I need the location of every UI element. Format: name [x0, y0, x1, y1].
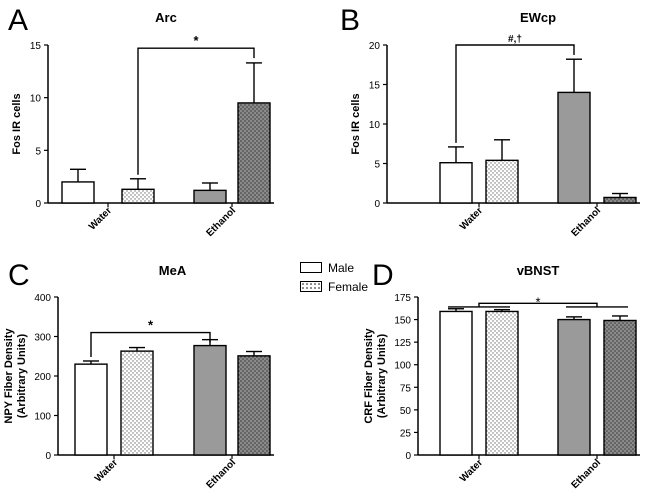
y-tick-label: 200 [34, 372, 51, 383]
legend-label-female: Female [328, 279, 369, 294]
y-tick-label: 300 [34, 333, 51, 344]
y-tick-label: 5 [35, 146, 41, 157]
bar-female-water [120, 350, 154, 456]
bar-male-water [74, 363, 108, 456]
legend-swatch-female [300, 281, 322, 292]
y-tick-label: 175 [394, 293, 411, 304]
significance-bracket [478, 302, 598, 307]
significance-marker: * [535, 294, 540, 309]
bar-female-ethanol [603, 196, 637, 204]
chart-title: EWcp [520, 10, 556, 25]
panel-letter: C [8, 259, 30, 292]
y-axis-label: Fos IR cells [350, 93, 362, 154]
y-tick-label: 0 [374, 199, 380, 210]
x-tick-label: Ethanol [204, 457, 238, 491]
y-tick-label: 10 [30, 94, 42, 105]
x-tick-label: Water [458, 457, 485, 484]
x-tick-label: Water [458, 205, 485, 232]
y-tick-label: 0 [405, 451, 411, 462]
bar-female-water [121, 188, 155, 204]
y-axis-label: Fos IR cells [11, 93, 23, 154]
y-tick-label: 5 [374, 160, 380, 171]
significance-bracket [455, 44, 575, 143]
chart-title: vBNST [517, 263, 560, 278]
y-tick-label: 125 [394, 338, 411, 349]
legend-item-male: Male [300, 258, 368, 277]
significance-bracket [90, 331, 211, 357]
y-tick-label: 25 [400, 428, 412, 439]
legend-item-female: Female [300, 277, 368, 296]
bar-male-ethanol [557, 318, 591, 456]
x-tick-label: Water [93, 457, 120, 484]
y-tick-label: 20 [369, 41, 381, 52]
y-tick-label: 15 [369, 81, 381, 92]
y-axis-label-line: Fos IR cells [11, 93, 23, 154]
bar-female-water [485, 310, 519, 456]
y-tick-label: 10 [369, 120, 381, 131]
y-tick-label: 0 [45, 451, 51, 462]
significance-marker: * [193, 33, 199, 48]
y-tick-label: 75 [400, 383, 412, 394]
y-tick-label: 100 [394, 361, 411, 372]
x-tick-label: Ethanol [569, 205, 603, 239]
y-axis-label: NPY Fiber Density(Arbitrary Units) [3, 328, 28, 424]
significance-marker: * [148, 318, 154, 333]
significance-marker: #,† [508, 34, 522, 45]
y-tick-label: 400 [34, 293, 51, 304]
chart-title: Arc [155, 10, 177, 25]
x-tick-label: Water [87, 205, 114, 232]
y-axis-label-line: Fos IR cells [350, 93, 362, 154]
legend-swatch-male [300, 262, 322, 273]
x-tick-label: Ethanol [569, 457, 603, 491]
y-tick-label: 15 [30, 41, 42, 52]
y-axis-label-line: (Arbitrary Units) [16, 333, 28, 418]
y-tick-label: 100 [34, 412, 51, 423]
bar-male-water [61, 181, 95, 204]
bar-male-ethanol [193, 189, 227, 204]
chart-panel-a: A Arc 0 5 10 15 Fos IR cells Water Ethanol * [8, 4, 274, 239]
bar-male-water [439, 310, 473, 456]
y-tick-label: 0 [35, 199, 41, 210]
chart-panel-b: B EWcp 0 5 10 15 20 Fos IR cells Water Ethanol #,† [340, 4, 640, 239]
significance-bracket [137, 47, 255, 175]
y-axis-label-line: NPY Fiber Density [3, 328, 15, 424]
bar-female-ethanol [603, 319, 637, 456]
y-axis-label-line: CRF Fiber Density [363, 327, 375, 423]
y-tick-label: 50 [400, 406, 412, 417]
panel-letter: A [8, 4, 28, 37]
panel-letter: B [340, 4, 360, 37]
y-tick-label: 150 [394, 316, 411, 327]
x-tick-label: Ethanol [204, 205, 238, 239]
y-axis-label-line: (Arbitrary Units) [376, 333, 388, 418]
bar-female-water [485, 159, 519, 204]
panel-letter: D [372, 259, 394, 292]
bar-female-ethanol [237, 102, 271, 204]
bar-male-water [439, 162, 473, 204]
bar-female-ethanol [237, 355, 271, 456]
bar-male-ethanol [557, 91, 591, 204]
legend-label-male: Male [328, 260, 355, 275]
y-axis-label: CRF Fiber Density(Arbitrary Units) [363, 327, 388, 423]
chart-title: MeA [159, 263, 187, 278]
legend: Male Female [300, 258, 368, 296]
chart-panel-c: C MeA 0 100 200 300 400 NPY Fiber Density(Arbit… [3, 259, 274, 491]
bar-male-ethanol [193, 344, 227, 456]
